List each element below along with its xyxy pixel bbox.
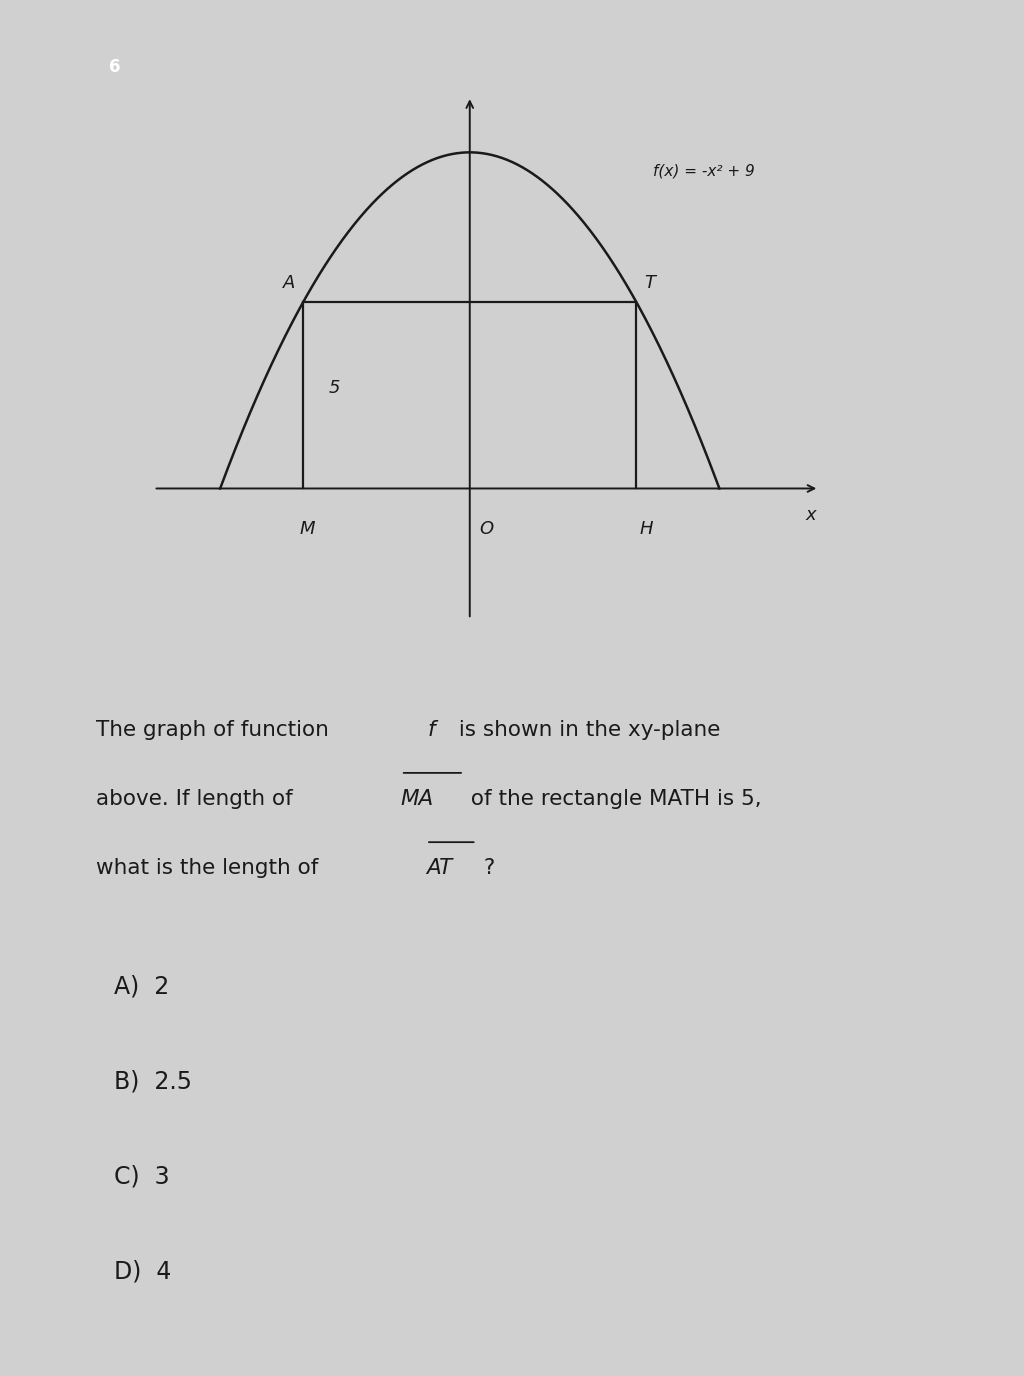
Text: C)  3: C) 3: [115, 1164, 170, 1189]
Text: above. If length of: above. If length of: [96, 788, 300, 809]
Text: f(x) = -x² + 9: f(x) = -x² + 9: [653, 164, 755, 179]
Text: The graph of function: The graph of function: [96, 720, 336, 740]
Text: B)  2.5: B) 2.5: [115, 1069, 193, 1094]
Text: H: H: [639, 520, 653, 538]
Text: MA: MA: [400, 788, 434, 809]
Text: ?: ?: [476, 859, 495, 878]
Text: T: T: [644, 274, 655, 292]
Text: M: M: [300, 520, 315, 538]
Text: f: f: [428, 720, 435, 740]
Text: A)  2: A) 2: [115, 974, 170, 999]
Text: of the rectangle MATH is 5,: of the rectangle MATH is 5,: [464, 788, 762, 809]
Text: D)  4: D) 4: [115, 1259, 172, 1284]
Text: 5: 5: [329, 378, 340, 396]
Text: A: A: [283, 274, 295, 292]
Text: x: x: [806, 505, 816, 524]
Text: O: O: [479, 520, 494, 538]
Text: what is the length of: what is the length of: [96, 859, 326, 878]
Text: AT: AT: [426, 859, 453, 878]
Text: 6: 6: [110, 58, 121, 77]
Text: is shown in the xy-plane: is shown in the xy-plane: [453, 720, 721, 740]
